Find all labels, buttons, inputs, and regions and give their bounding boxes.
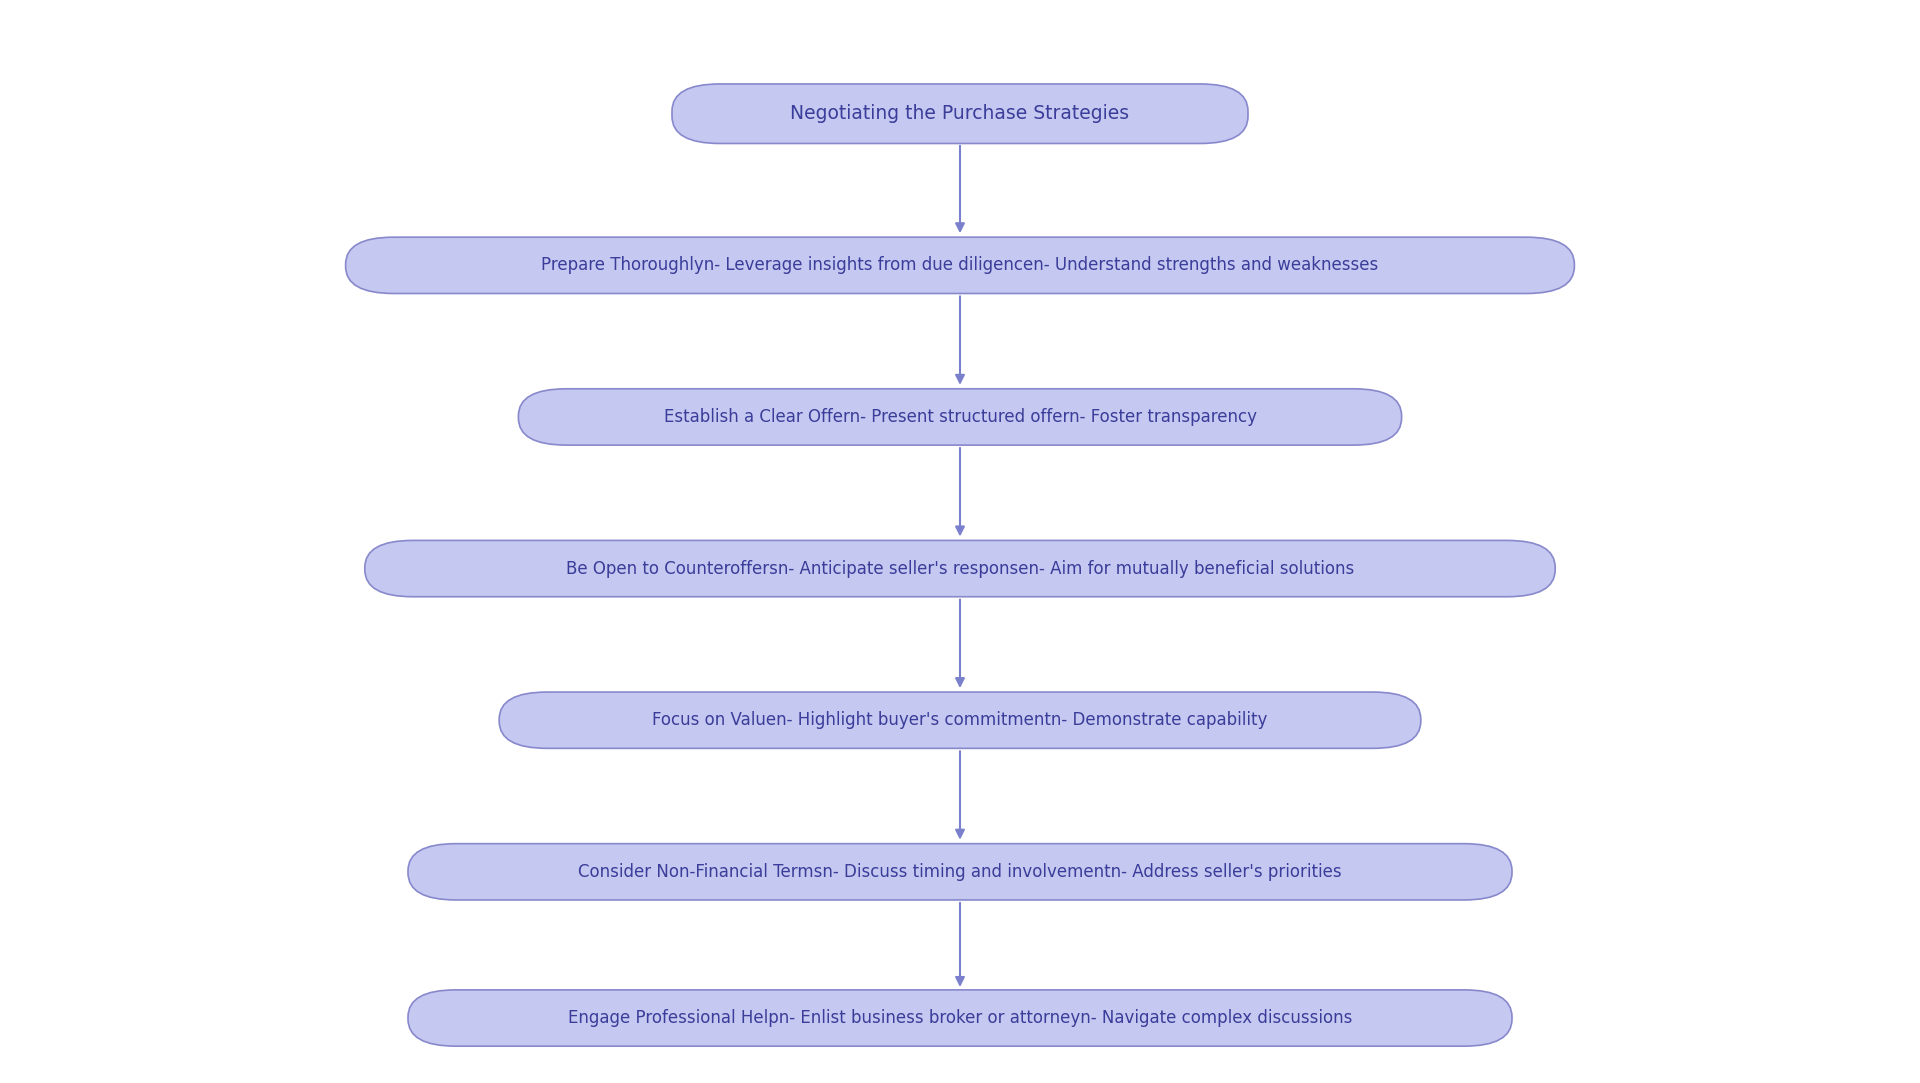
FancyBboxPatch shape [346, 237, 1574, 293]
Text: Establish a Clear Offern- Present structured offern- Foster transparency: Establish a Clear Offern- Present struct… [664, 408, 1256, 426]
FancyBboxPatch shape [365, 540, 1555, 597]
FancyBboxPatch shape [672, 83, 1248, 143]
Text: Focus on Valuen- Highlight buyer's commitmentn- Demonstrate capability: Focus on Valuen- Highlight buyer's commi… [653, 712, 1267, 729]
Text: Engage Professional Helpn- Enlist business broker or attorneyn- Navigate complex: Engage Professional Helpn- Enlist busine… [568, 1009, 1352, 1027]
Text: Prepare Thoroughlyn- Leverage insights from due diligencen- Understand strengths: Prepare Thoroughlyn- Leverage insights f… [541, 257, 1379, 274]
FancyBboxPatch shape [409, 844, 1513, 900]
FancyBboxPatch shape [518, 389, 1402, 445]
Text: Negotiating the Purchase Strategies: Negotiating the Purchase Strategies [791, 104, 1129, 123]
Text: Be Open to Counteroffersn- Anticipate seller's responsen- Aim for mutually benef: Be Open to Counteroffersn- Anticipate se… [566, 560, 1354, 577]
FancyBboxPatch shape [499, 692, 1421, 748]
Text: Consider Non-Financial Termsn- Discuss timing and involvementn- Address seller's: Consider Non-Financial Termsn- Discuss t… [578, 863, 1342, 880]
FancyBboxPatch shape [409, 990, 1513, 1046]
